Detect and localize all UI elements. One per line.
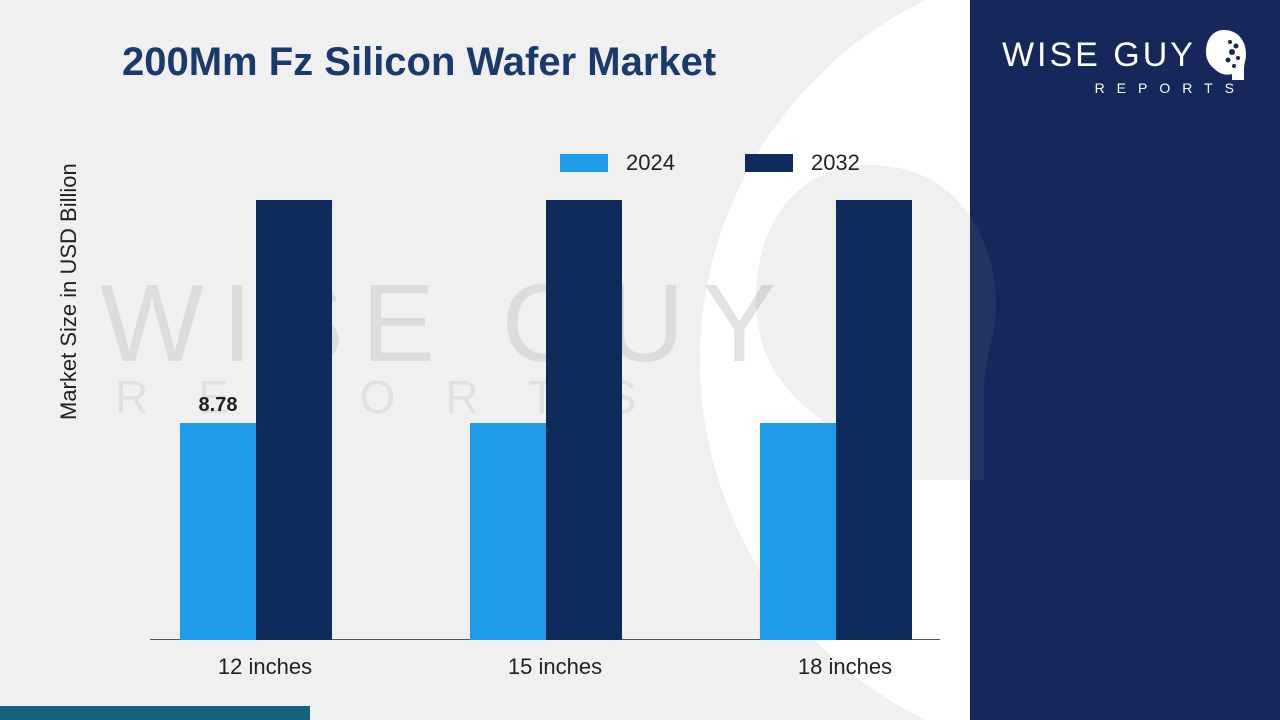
legend-label-1: 2032 xyxy=(811,150,860,176)
bar xyxy=(836,200,912,640)
category-label: 15 inches xyxy=(508,654,602,680)
bar-group: 18 inches xyxy=(760,200,930,640)
bar-group: 15 inches xyxy=(470,200,640,640)
legend-label-0: 2024 xyxy=(626,150,675,176)
bar-group: 12 inches8.78 xyxy=(180,200,350,640)
bar xyxy=(180,423,256,640)
legend: 2024 2032 xyxy=(560,150,860,176)
right-panel xyxy=(970,0,1280,720)
logo-text-line1: WISE GUY xyxy=(1002,36,1196,75)
bar xyxy=(256,200,332,640)
chart-plot-area: 12 inches8.78 15 inches 18 inches xyxy=(150,195,940,640)
canvas: WISE GUY REPORTS 200Mm Fz Silicon Wafer … xyxy=(0,0,1280,720)
legend-item-0: 2024 xyxy=(560,150,675,176)
bottom-accent-bar xyxy=(0,706,310,720)
bar-value-label: 8.78 xyxy=(199,394,238,417)
bar xyxy=(760,423,836,640)
brand-logo: WISE GUY REPORTS xyxy=(1002,28,1250,96)
bar xyxy=(470,423,546,640)
bar xyxy=(546,200,622,640)
legend-swatch-0 xyxy=(560,154,608,172)
legend-swatch-1 xyxy=(745,154,793,172)
category-label: 12 inches xyxy=(218,654,312,680)
category-label: 18 inches xyxy=(798,654,892,680)
y-axis-label: Market Size in USD Billion xyxy=(56,163,82,420)
logo-head-icon xyxy=(1202,28,1250,82)
chart-title: 200Mm Fz Silicon Wafer Market xyxy=(122,40,716,85)
logo-text-line2: REPORTS xyxy=(1002,80,1250,96)
legend-item-1: 2032 xyxy=(745,150,860,176)
